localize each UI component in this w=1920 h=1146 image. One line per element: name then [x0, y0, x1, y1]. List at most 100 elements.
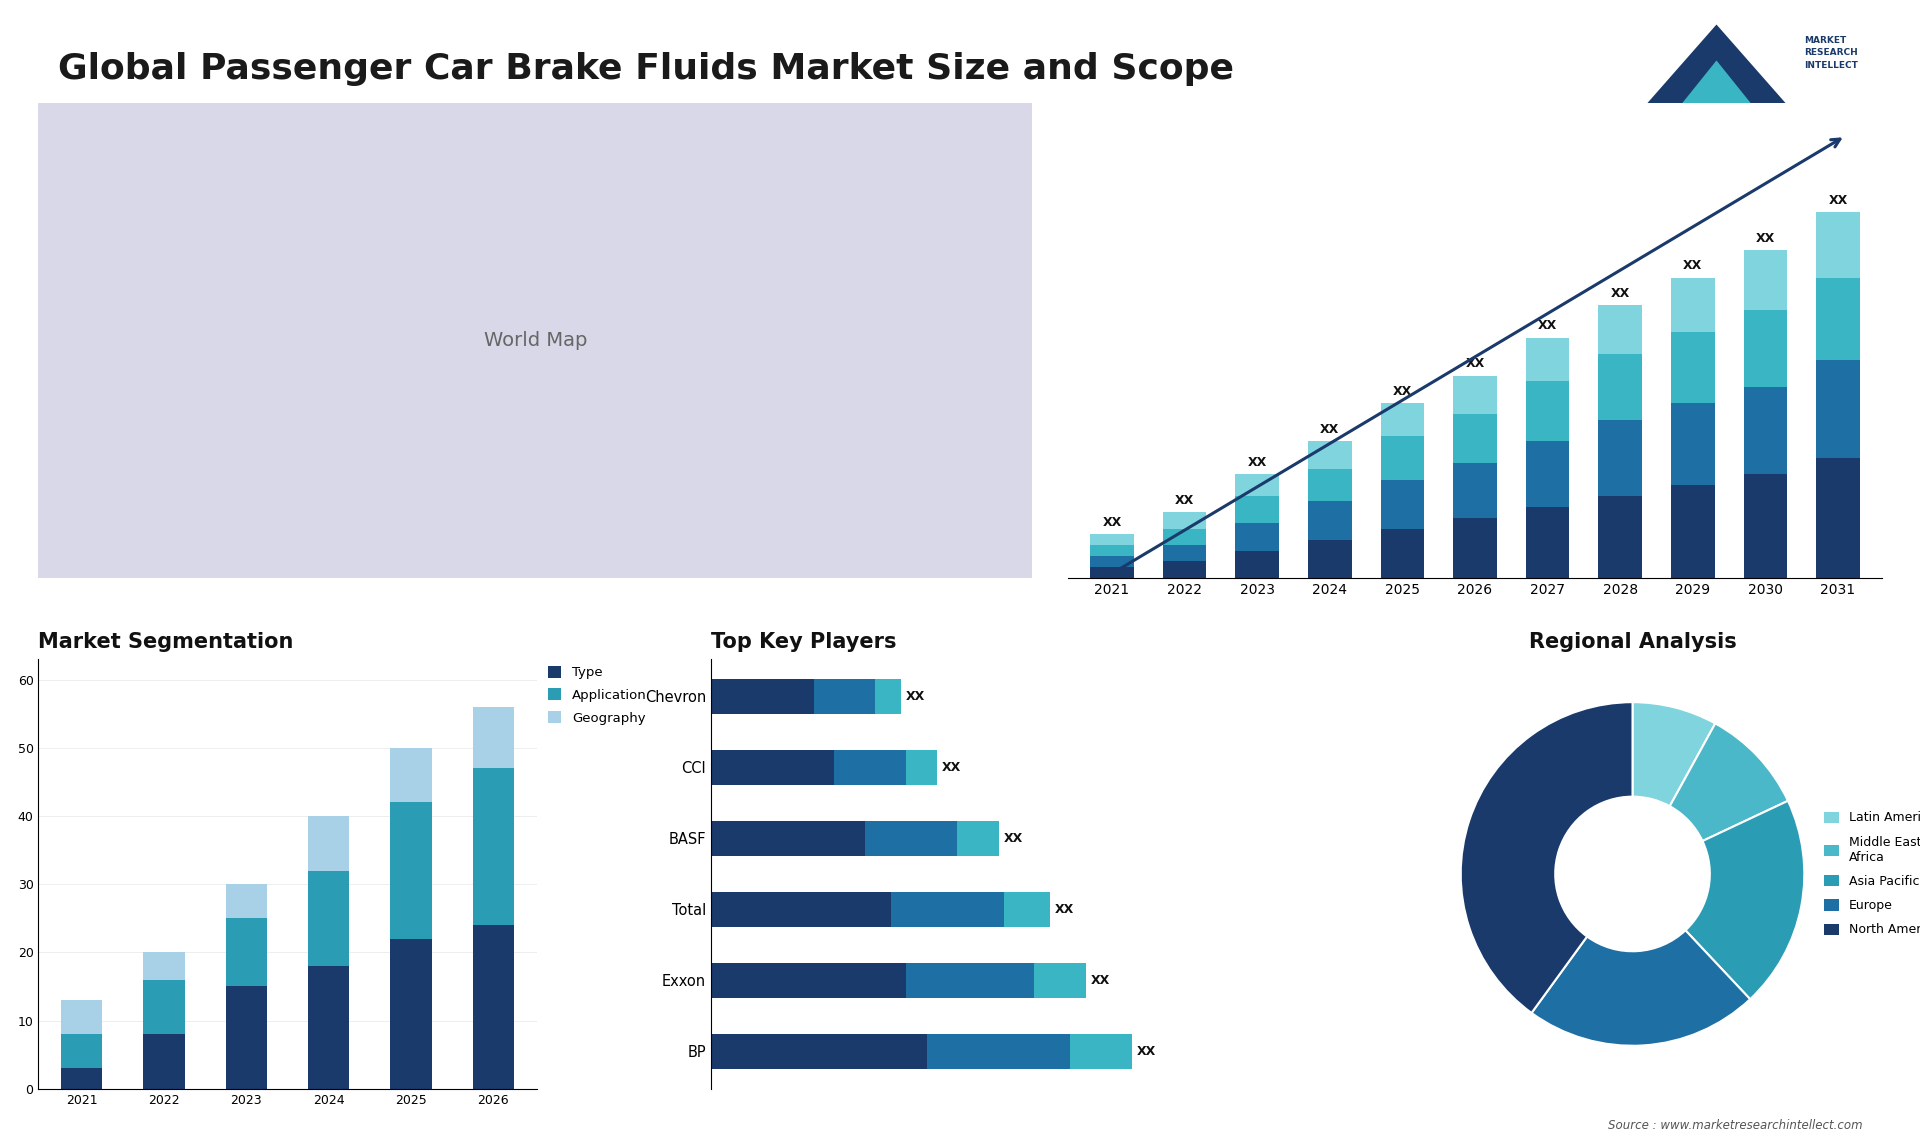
Bar	[958, 821, 998, 856]
Bar	[472, 707, 515, 768]
Bar	[710, 963, 906, 998]
Wedge shape	[1686, 801, 1805, 999]
Bar	[1453, 518, 1498, 578]
Bar	[906, 963, 1035, 998]
Text: XX: XX	[1102, 516, 1121, 528]
Bar	[710, 821, 866, 856]
Bar	[1816, 277, 1860, 360]
Bar	[710, 749, 833, 785]
Text: Source : www.marketresearchintellect.com: Source : www.marketresearchintellect.com	[1607, 1120, 1862, 1132]
Bar	[1164, 562, 1206, 578]
Bar	[390, 748, 432, 802]
Text: Global Passenger Car Brake Fluids Market Size and Scope: Global Passenger Car Brake Fluids Market…	[58, 52, 1233, 86]
Text: MARKET
RESEARCH
INTELLECT: MARKET RESEARCH INTELLECT	[1803, 36, 1859, 70]
Text: XX: XX	[1755, 231, 1776, 245]
Wedge shape	[1670, 723, 1788, 841]
Legend: Latin America, Middle East &
Africa, Asia Pacific, Europe, North America: Latin America, Middle East & Africa, Asi…	[1818, 807, 1920, 942]
Text: Top Key Players: Top Key Players	[710, 633, 897, 652]
Bar	[1235, 474, 1279, 496]
Text: XX: XX	[1611, 286, 1630, 299]
Bar	[1308, 502, 1352, 540]
Bar	[144, 980, 184, 1034]
Bar	[710, 678, 814, 714]
Bar	[61, 1034, 102, 1068]
Text: XX: XX	[906, 690, 925, 702]
Text: XX: XX	[1175, 494, 1194, 507]
Bar	[1526, 507, 1569, 578]
Bar	[1164, 528, 1206, 545]
Bar	[1816, 212, 1860, 277]
Bar	[1816, 457, 1860, 578]
Bar	[307, 966, 349, 1089]
Bar	[1670, 485, 1715, 578]
Bar	[307, 816, 349, 871]
Bar	[1164, 512, 1206, 528]
Bar	[227, 918, 267, 987]
Bar	[814, 678, 876, 714]
Bar	[1035, 963, 1087, 998]
Bar	[1164, 545, 1206, 562]
Bar	[1816, 360, 1860, 457]
Text: XX: XX	[1684, 259, 1703, 273]
Bar	[144, 1034, 184, 1089]
Bar	[1599, 305, 1642, 354]
Bar	[1599, 354, 1642, 419]
Bar	[710, 1034, 927, 1069]
Text: XX: XX	[1004, 832, 1023, 845]
Bar	[1453, 463, 1498, 518]
Bar	[307, 871, 349, 966]
Bar	[833, 749, 906, 785]
Bar	[1071, 1034, 1133, 1069]
Text: XX: XX	[1828, 194, 1847, 206]
Bar	[1004, 892, 1050, 927]
Wedge shape	[1532, 931, 1751, 1046]
Polygon shape	[1647, 24, 1786, 104]
Wedge shape	[1632, 702, 1715, 807]
Bar	[1743, 474, 1788, 578]
Bar	[390, 939, 432, 1089]
Bar	[891, 892, 1004, 927]
Legend: Type, Application, Geography: Type, Application, Geography	[547, 666, 647, 724]
Bar	[1308, 469, 1352, 502]
Bar	[906, 749, 937, 785]
Text: XX: XX	[1392, 385, 1411, 398]
Bar	[1091, 545, 1135, 556]
Bar	[1380, 403, 1425, 435]
Bar	[144, 952, 184, 980]
Bar	[1743, 387, 1788, 474]
Bar	[1308, 540, 1352, 578]
Bar	[1453, 414, 1498, 463]
Bar	[1670, 332, 1715, 403]
Bar	[1380, 480, 1425, 528]
Bar	[390, 802, 432, 939]
Bar	[472, 768, 515, 925]
Polygon shape	[1682, 61, 1751, 104]
Text: XX: XX	[1538, 320, 1557, 332]
Text: XX: XX	[943, 761, 962, 774]
Bar	[710, 892, 891, 927]
Bar	[227, 885, 267, 918]
Bar	[1091, 534, 1135, 545]
Title: Regional Analysis: Regional Analysis	[1528, 633, 1736, 652]
Bar	[1380, 435, 1425, 480]
Bar	[1743, 251, 1788, 311]
Bar	[1091, 567, 1135, 578]
Bar	[1599, 419, 1642, 496]
Bar	[927, 1034, 1071, 1069]
Bar	[876, 678, 900, 714]
Text: XX: XX	[1321, 423, 1340, 435]
Text: XX: XX	[1137, 1045, 1156, 1058]
Bar	[1670, 277, 1715, 332]
Bar	[1235, 524, 1279, 550]
Bar	[1670, 403, 1715, 485]
Bar	[1091, 556, 1135, 567]
Bar	[866, 821, 958, 856]
Bar	[1308, 441, 1352, 469]
Text: Market Segmentation: Market Segmentation	[38, 633, 294, 652]
Bar	[1453, 376, 1498, 414]
Bar	[1380, 528, 1425, 578]
Text: World Map: World Map	[484, 331, 588, 350]
Text: XX: XX	[1248, 456, 1267, 469]
Bar	[1526, 382, 1569, 441]
Bar	[61, 1068, 102, 1089]
